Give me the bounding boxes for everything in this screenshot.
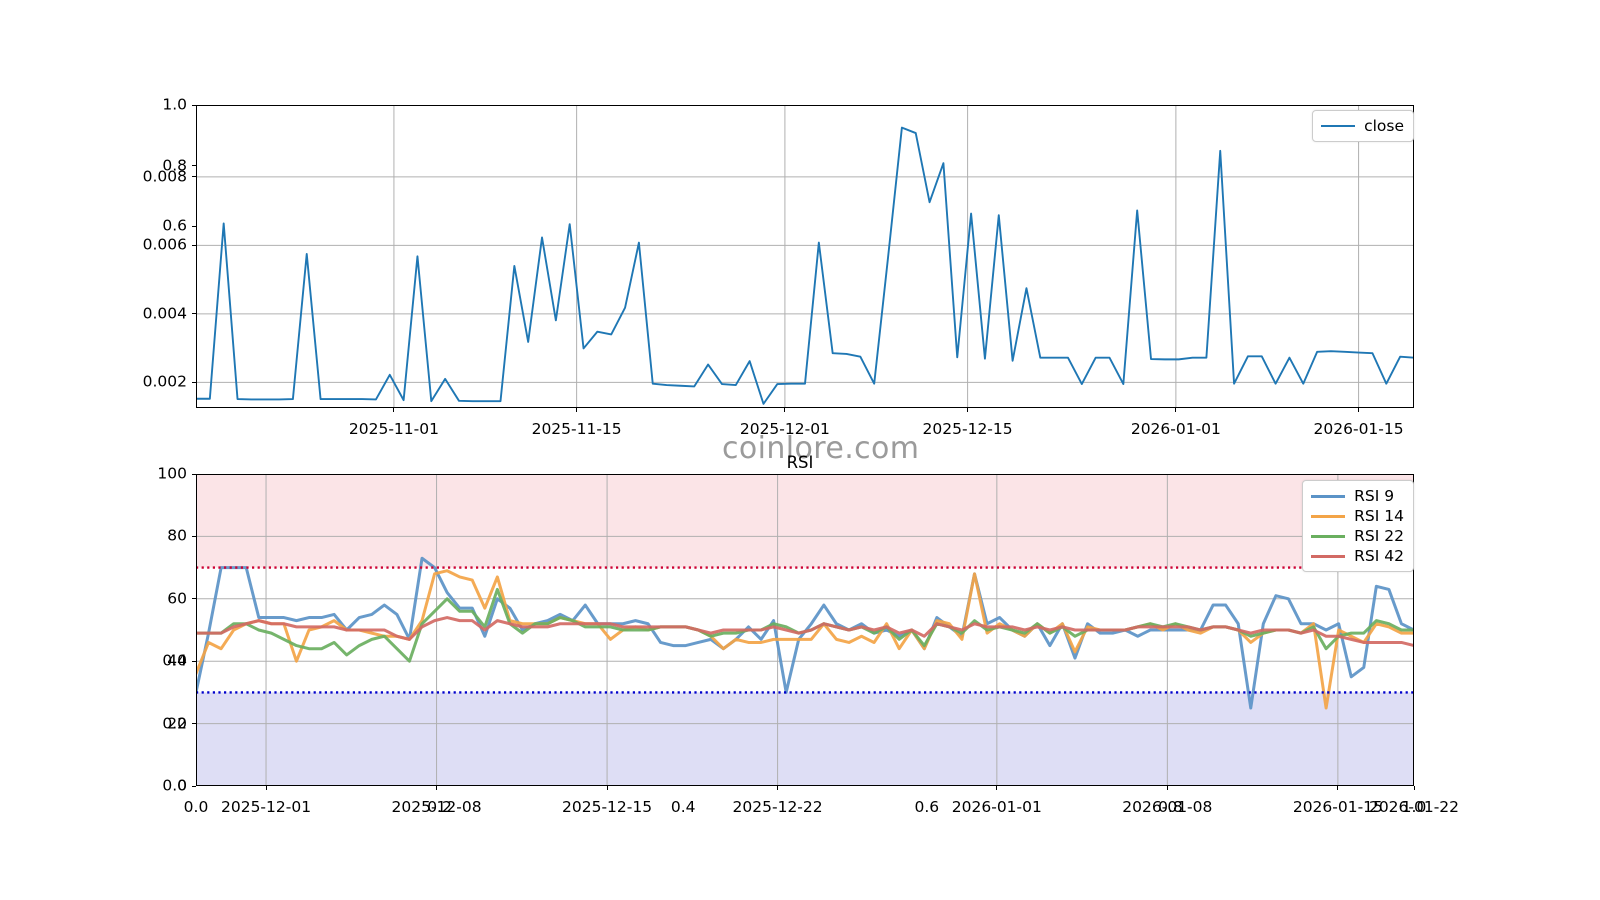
legend-color-swatch bbox=[1311, 554, 1346, 558]
tick-mark bbox=[1337, 786, 1339, 790]
legend-label: close bbox=[1364, 117, 1404, 135]
x-tick-label: 1.0 bbox=[1401, 798, 1427, 816]
tick-mark bbox=[192, 535, 196, 537]
x-tick-label: 0.0 bbox=[183, 798, 209, 816]
tick-mark bbox=[996, 786, 998, 790]
legend-label: RSI 9 bbox=[1354, 487, 1395, 505]
tick-mark bbox=[1166, 786, 1168, 790]
tick-mark bbox=[777, 786, 779, 790]
y-tick-label: 1.0 bbox=[162, 95, 187, 114]
y-tick-label: 20 bbox=[167, 713, 187, 732]
legend-color-swatch bbox=[1311, 534, 1346, 538]
legend-color-swatch bbox=[1311, 514, 1346, 518]
price-plot-area bbox=[196, 105, 1414, 408]
y-tick-label: 40 bbox=[167, 651, 187, 670]
y-tick-label: 0.004 bbox=[142, 304, 187, 323]
tick-mark bbox=[192, 381, 196, 383]
y-tick-label: 0.8 bbox=[162, 155, 187, 174]
x-tick-label: 0.4 bbox=[670, 798, 696, 816]
legend-label: RSI 14 bbox=[1354, 507, 1404, 525]
rsi-plot-frame bbox=[196, 474, 1414, 786]
price-legend[interactable]: close bbox=[1312, 110, 1414, 142]
tick-mark bbox=[192, 473, 196, 475]
rsi-title: RSI bbox=[786, 453, 814, 472]
rsi-series-svg bbox=[196, 474, 1414, 786]
x-tick-label: 2026-01-08 bbox=[1122, 798, 1213, 816]
y-tick-label: 0.4 bbox=[162, 651, 187, 670]
y-tick-label: 0.2 bbox=[162, 713, 187, 732]
tick-mark bbox=[192, 598, 196, 600]
tick-mark bbox=[606, 786, 608, 790]
legend-item[interactable]: RSI 9 bbox=[1311, 486, 1404, 506]
watermark-coinlore: coinlore.com bbox=[722, 431, 920, 466]
price-plot-frame bbox=[196, 105, 1414, 408]
x-tick-label: 0.8 bbox=[1158, 798, 1183, 816]
y-tick-label: 60 bbox=[167, 589, 187, 608]
tick-mark bbox=[393, 408, 395, 412]
legend-label: RSI 42 bbox=[1354, 547, 1404, 565]
tick-mark bbox=[192, 104, 196, 106]
tick-mark bbox=[436, 786, 438, 790]
legend-item[interactable]: RSI 14 bbox=[1311, 506, 1404, 526]
price-series-svg bbox=[196, 105, 1414, 408]
tick-mark bbox=[1358, 408, 1360, 412]
x-tick-label: 0.6 bbox=[914, 798, 940, 816]
tick-mark bbox=[1413, 786, 1415, 790]
rsi-legend[interactable]: RSI 9 RSI 14 RSI 22 RSI 42 bbox=[1302, 480, 1414, 572]
tick-mark bbox=[967, 408, 969, 412]
legend-color-swatch bbox=[1311, 494, 1346, 498]
y-tick-label: 0 bbox=[177, 776, 187, 795]
price-chart-panel: 0.002 0.004 0.006 0.008 0.6 0.8 1.0 2025-11-0… bbox=[142, 95, 1414, 438]
y-tick-label: 0.0 bbox=[162, 776, 187, 795]
tick-mark bbox=[192, 660, 196, 662]
tick-mark bbox=[192, 313, 196, 315]
tick-mark bbox=[192, 176, 196, 178]
x-tick-label: 2025-12-22 bbox=[732, 798, 823, 816]
tick-mark bbox=[192, 225, 196, 227]
x-tick-label: 2026-01-01 bbox=[1130, 420, 1221, 438]
tick-mark bbox=[192, 785, 196, 787]
legend-item[interactable]: RSI 22 bbox=[1311, 526, 1404, 546]
y-tick-label: 80 bbox=[167, 526, 187, 545]
x-tick-label: 2025-12-01 bbox=[220, 798, 312, 816]
tick-mark bbox=[784, 408, 786, 412]
x-tick-label: 2025-11-15 bbox=[531, 420, 622, 438]
tick-mark bbox=[576, 408, 578, 412]
y-tick-label: 0.6 bbox=[162, 216, 187, 235]
tick-mark bbox=[265, 786, 267, 790]
legend-item[interactable]: RSI 42 bbox=[1311, 546, 1404, 566]
x-tick-label: 2025-12-15 bbox=[562, 798, 653, 816]
legend-color-swatch bbox=[1321, 125, 1356, 127]
tick-mark bbox=[1175, 408, 1177, 412]
tick-mark bbox=[192, 723, 196, 725]
x-tick-label: 2026-01-15 bbox=[1292, 798, 1383, 816]
y-tick-label: 0.002 bbox=[142, 372, 187, 391]
y-tick-label: 0.008 bbox=[142, 167, 187, 186]
x-tick-label: 2025-12-01 bbox=[739, 420, 830, 438]
legend-item[interactable]: close bbox=[1321, 116, 1404, 136]
rsi-plot-area bbox=[196, 474, 1414, 786]
x-tick-label: 2026-01-15 bbox=[1313, 420, 1404, 438]
tick-mark bbox=[192, 244, 196, 246]
legend-label: RSI 22 bbox=[1354, 527, 1404, 545]
x-tick-label: 2026-01-01 bbox=[951, 798, 1042, 816]
x-tick-label: 2026-01-22 bbox=[1368, 798, 1460, 816]
y-tick-label: 100 bbox=[157, 464, 187, 483]
y-tick-label: 0.006 bbox=[142, 235, 187, 254]
tick-mark bbox=[192, 165, 196, 167]
x-tick-label: 0.2 bbox=[427, 798, 452, 816]
rsi-chart-panel: 0 20 40 60 80 100 0.0 0.2 0.4 2025-12-01 2025-12… bbox=[0, 450, 1600, 900]
x-tick-label: 2025-12-15 bbox=[922, 420, 1013, 438]
x-tick-label: 2025-12-08 bbox=[391, 798, 482, 816]
x-tick-label: 2025-11-01 bbox=[348, 420, 439, 438]
